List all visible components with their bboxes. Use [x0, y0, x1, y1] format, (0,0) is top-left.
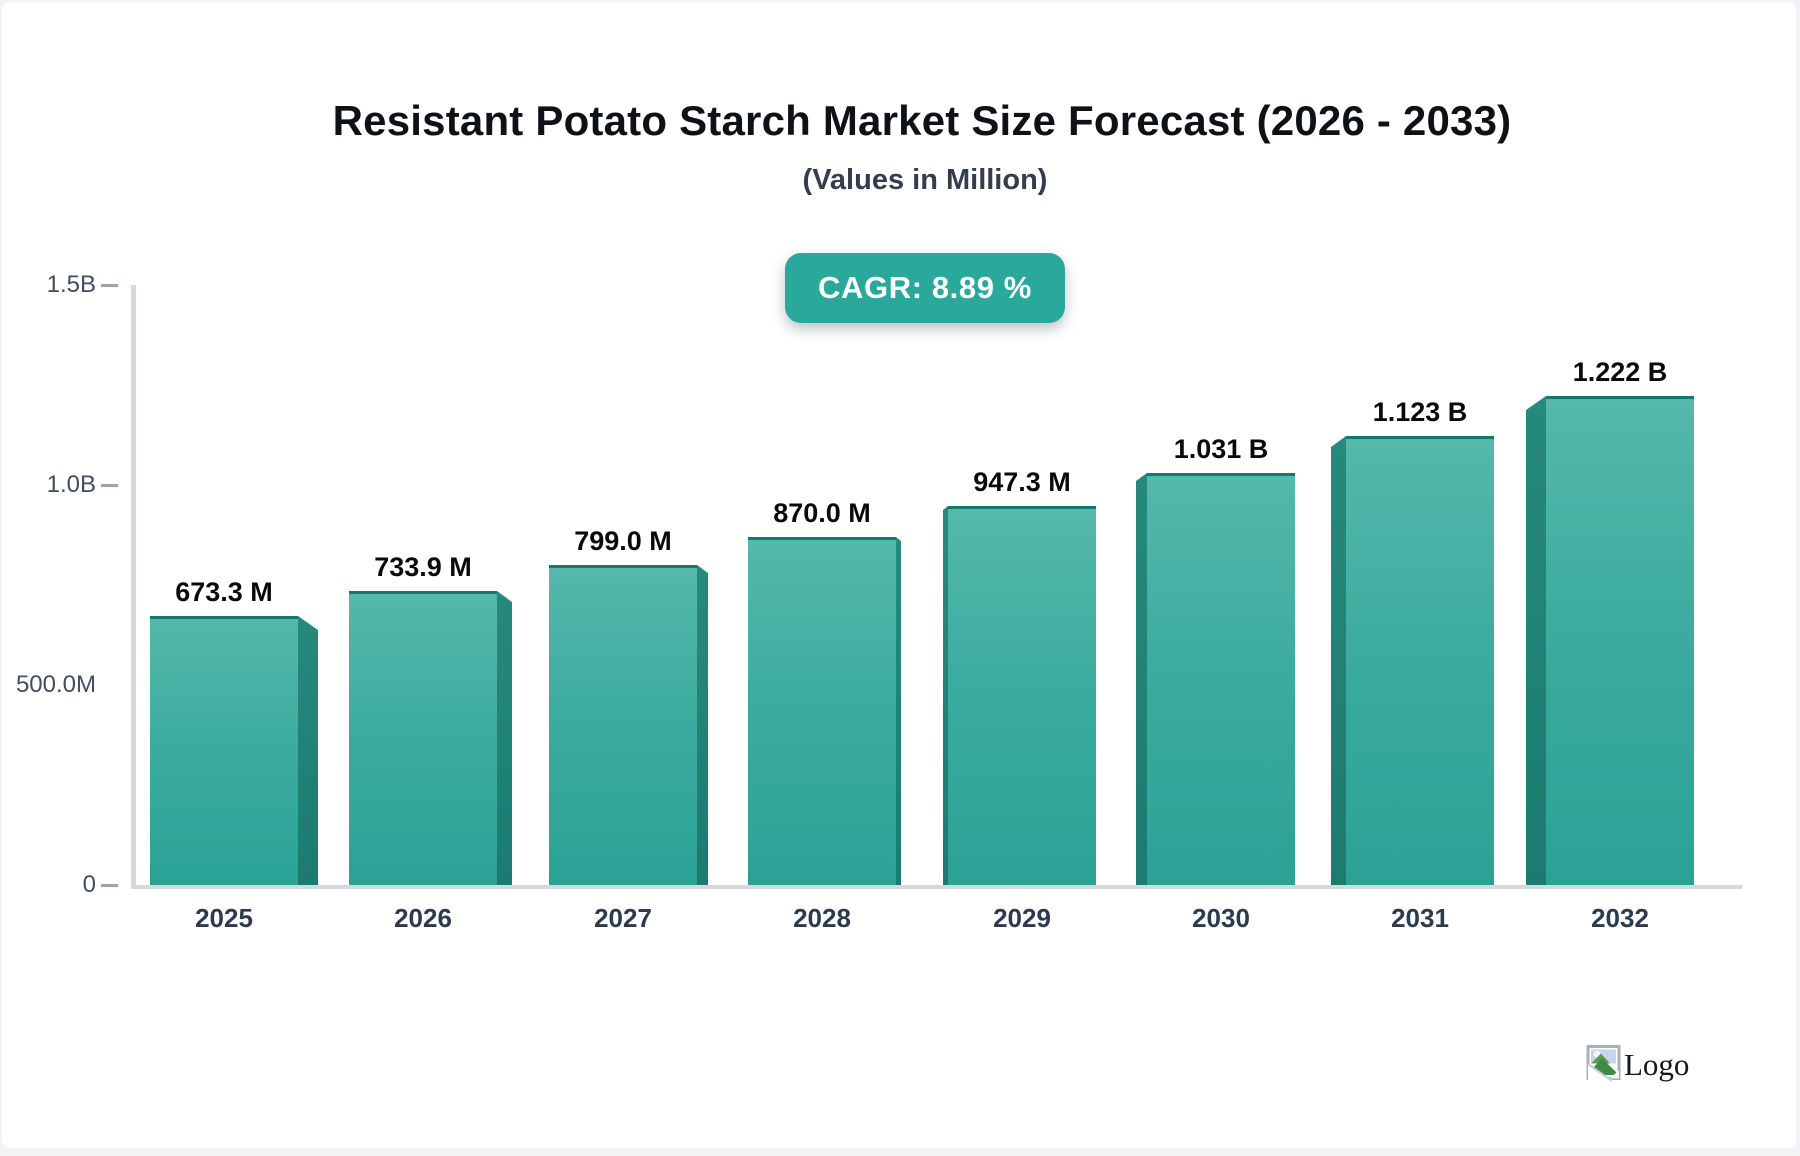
x-axis-label-2028: 2028 [793, 903, 851, 933]
bar-side-face [298, 616, 318, 885]
bar-main-face [349, 591, 497, 885]
bar-group-2028[interactable]: 870.0 M [748, 498, 901, 885]
y-axis-tick-label: 500.0M [15, 671, 96, 698]
y-axis-line [131, 285, 136, 889]
bar-value-label: 1.031 B [1173, 434, 1269, 464]
bar-value-label: 947.3 M [973, 467, 1071, 497]
bar-side-face [697, 565, 708, 885]
cagr-badge: CAGR: 8.89 % [785, 253, 1065, 323]
x-axis-label-2027: 2027 [594, 903, 652, 933]
x-axis-label-2025: 2025 [195, 903, 253, 933]
bar-side-face [1331, 436, 1346, 885]
bar-group-2025[interactable]: 673.3 M [150, 577, 318, 885]
bar-group-2026[interactable]: 733.9 M [349, 552, 512, 885]
bar-value-label: 799.0 M [574, 526, 672, 556]
bar-side-face [1526, 396, 1546, 885]
y-axis-tick-dash [101, 484, 118, 487]
x-axis-line [131, 885, 1742, 889]
bar-main-face [1546, 396, 1694, 885]
bar-main-face [1346, 436, 1494, 885]
bar-group-2032[interactable]: 1.222 B [1526, 357, 1694, 885]
bar-main-face [748, 537, 896, 885]
bar-group-2030[interactable]: 1.031 B [1136, 434, 1295, 885]
bar-group-2031[interactable]: 1.123 B [1331, 397, 1494, 885]
bar-side-face [896, 537, 901, 885]
bar-side-face [943, 506, 948, 885]
bar-group-2027[interactable]: 799.0 M [549, 526, 708, 885]
x-axis-label-2030: 2030 [1192, 903, 1250, 933]
y-axis-tick-dash [101, 884, 118, 887]
bar-main-face [948, 506, 1096, 885]
logo: Logo [1586, 1044, 1689, 1082]
bar-value-label: 870.0 M [773, 498, 871, 528]
bar-value-label: 733.9 M [374, 552, 472, 582]
chart-title: Resistant Potato Starch Market Size Fore… [332, 97, 1512, 144]
bar-value-label: 1.123 B [1372, 397, 1468, 427]
bar-value-label: 1.222 B [1572, 357, 1668, 387]
y-axis-tick-label: 0 [82, 871, 96, 898]
bar-main-face [150, 616, 298, 885]
y-axis-tick-label: 1.5B [46, 271, 96, 298]
bar-main-face [1147, 473, 1295, 885]
x-axis-label-2029: 2029 [993, 903, 1051, 933]
broken-image-icon [1586, 1045, 1621, 1082]
cagr-badge-label: CAGR: 8.89 % [818, 270, 1032, 305]
x-axis-label-2031: 2031 [1391, 903, 1449, 933]
x-axis-label-2026: 2026 [394, 903, 452, 933]
y-axis-tick-dash [101, 284, 118, 287]
bar-main-face [549, 565, 697, 885]
y-axis-tick-label: 1.0B [46, 471, 96, 498]
chart-subtitle: (Values in Million) [802, 164, 1048, 196]
bar-side-face [1136, 473, 1147, 885]
x-axis-label-2032: 2032 [1591, 903, 1649, 933]
bar-value-label: 673.3 M [175, 577, 273, 607]
bar-side-face [497, 591, 512, 885]
logo-alt-text: Logo [1624, 1047, 1690, 1082]
bar-group-2029[interactable]: 947.3 M [943, 467, 1096, 885]
